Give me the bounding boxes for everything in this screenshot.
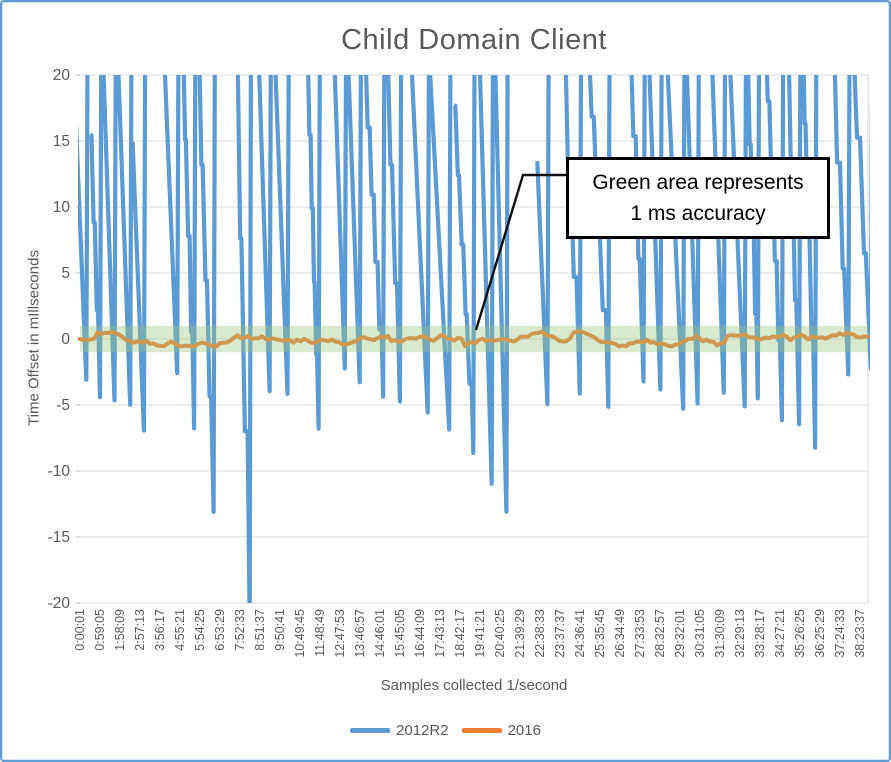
x-tick-label: 13:46:57 [353, 609, 367, 658]
y-tick-label: -20 [48, 595, 71, 612]
x-tick-label: 16:44:09 [413, 609, 427, 658]
annotation-box: Green area represents 1 ms accuracy [566, 157, 830, 239]
x-tick-label: 23:37:37 [553, 609, 567, 658]
x-tick-label: 9:50:41 [273, 609, 287, 651]
x-tick-label: 19:41:21 [473, 609, 487, 658]
x-tick-label: 2:57:13 [133, 609, 147, 651]
x-tick-label: 21:39:29 [513, 609, 527, 658]
x-tick-label: 7:52:33 [233, 609, 247, 651]
x-tick-label: 10:49:45 [293, 609, 307, 658]
x-tick-label: 27:33:53 [633, 609, 647, 658]
legend-item-2016: 2016 [461, 722, 541, 739]
x-tick-label: 33:28:17 [753, 609, 767, 658]
legend-label-2012r2: 2012R2 [396, 722, 449, 739]
x-tick-label: 12:47:53 [333, 609, 347, 658]
x-tick-label: 14:46:01 [373, 609, 387, 658]
x-tick-label: 25:35:45 [593, 609, 607, 658]
x-tick-label: 28:32:57 [653, 609, 667, 658]
x-tick-label: 32:29:13 [733, 609, 747, 658]
x-tick-label: 17:43:13 [433, 609, 447, 658]
x-tick-label: 20:40:25 [493, 609, 507, 658]
x-tick-label: 0:59:05 [93, 609, 107, 651]
y-axis-title: Time Offset in mIllseconds [25, 250, 43, 426]
y-tick-label: -10 [48, 463, 71, 480]
y-tick-label: -5 [56, 397, 70, 414]
y-tick-label: 15 [53, 133, 70, 150]
x-tick-label: 30:31:05 [693, 609, 707, 658]
y-tick-label: 0 [61, 331, 70, 348]
x-tick-label: 24:36:41 [573, 609, 587, 658]
x-tick-label: 18:42:17 [453, 609, 467, 658]
chart-title: Child Domain Client [341, 24, 607, 56]
y-tick-label: 5 [61, 265, 70, 282]
x-tick-label: 31:30:09 [713, 609, 727, 658]
x-tick-label: 38:23:37 [853, 609, 867, 658]
x-tick-label: 22:38:33 [533, 609, 547, 658]
x-tick-label: 15:45:05 [393, 609, 407, 658]
annotation-text-line1: Green area represents [592, 171, 804, 194]
x-tick-label: 26:34:49 [613, 609, 627, 658]
y-tick-label: -15 [48, 529, 70, 546]
x-tick-label: 6:53:29 [213, 609, 227, 651]
x-tick-label: 37:24:33 [833, 609, 847, 658]
legend-swatch-2016 [461, 728, 502, 733]
series-2016-line [78, 329, 870, 349]
x-axis-title: Samples collected 1/second [380, 677, 568, 694]
accuracy-band [80, 325, 868, 353]
x-tick-label: 11:48:49 [313, 609, 327, 657]
legend-label-2016: 2016 [507, 722, 541, 739]
series-2012r2-line [78, 75, 870, 603]
callout-line [474, 173, 566, 331]
legend-swatch-2012r2 [350, 728, 391, 733]
x-tick-label: 34:27:21 [773, 609, 787, 658]
x-tick-label: 29:32:01 [673, 609, 687, 658]
y-tick-label: 20 [53, 67, 71, 84]
x-tick-label: 35:26:25 [793, 609, 807, 658]
annotation-text-line2: 1 ms accuracy [630, 202, 766, 225]
x-tick-label: 8:51:37 [253, 609, 267, 651]
x-tick-label: 4:55:21 [173, 609, 187, 651]
legend: 2012R2 2016 [0, 722, 891, 739]
x-tick-label: 36:25:29 [813, 609, 827, 658]
x-tick-label: 3:56:17 [153, 609, 167, 651]
legend-item-2012r2: 2012R2 [350, 722, 449, 739]
y-tick-label: 10 [53, 199, 71, 216]
x-tick-label: 0:00:01 [73, 609, 87, 651]
x-tick-label: 5:54:25 [193, 609, 207, 651]
x-tick-label: 1:58:09 [113, 609, 127, 651]
